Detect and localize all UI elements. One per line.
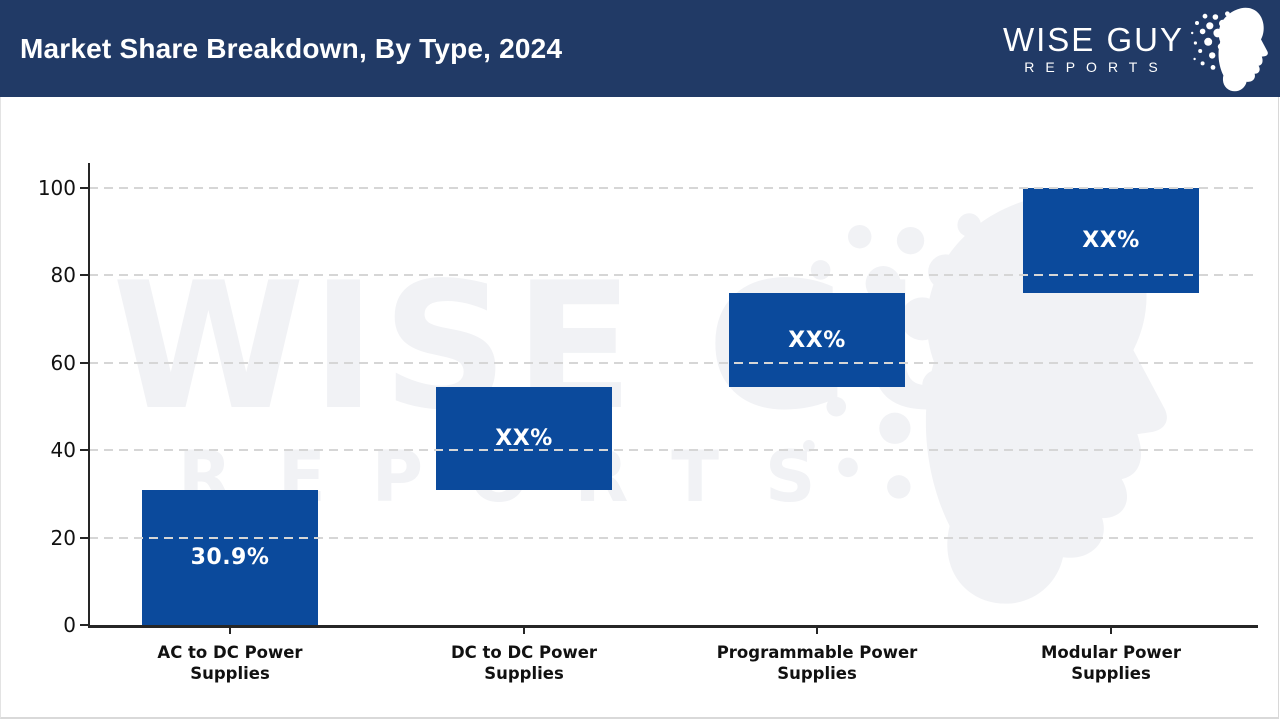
page-title: Market Share Breakdown, By Type, 2024 <box>20 32 563 64</box>
x-tick <box>229 627 231 634</box>
chart-bar: XX% <box>436 387 612 490</box>
y-tick-label: 60 <box>50 350 76 375</box>
chart-bar: XX% <box>1023 187 1199 294</box>
y-tick-label: 80 <box>50 263 76 287</box>
gridline <box>89 186 1254 189</box>
chart-bar: XX% <box>729 293 905 388</box>
gridline <box>89 536 1254 539</box>
logo-wordmark: WISE GUY <box>1002 20 1184 58</box>
logo-face-icon <box>1191 7 1268 91</box>
x-tick <box>523 627 525 634</box>
logo-subtitle: REPORTS <box>1024 58 1169 75</box>
category-label: Modular Power Supplies <box>1041 643 1181 683</box>
y-tick-label: 0 <box>63 613 76 637</box>
x-tick <box>1110 627 1112 634</box>
category-label: DC to DC Power Supplies <box>450 643 598 683</box>
chart-bar: 30.9% <box>142 489 318 625</box>
category-label: AC to DC Power Supplies <box>157 643 303 683</box>
y-tick <box>80 624 88 626</box>
header-bar: Market Share Breakdown, By Type, 2024 WI… <box>0 0 1280 97</box>
y-tick <box>80 361 88 364</box>
bar-value-label: XX% <box>495 426 553 452</box>
y-tick <box>80 186 88 189</box>
category-label: Programmable Power Supplies <box>716 643 918 683</box>
gridline <box>89 449 1254 451</box>
x-tick <box>816 627 818 634</box>
bar-value-label: XX% <box>1082 227 1140 253</box>
y-tick-label: 100 <box>37 175 76 200</box>
y-axis <box>88 163 90 627</box>
wiseguy-logo-text: WISE GUY REPORTS <box>1002 20 1184 75</box>
bar-value-label: XX% <box>788 327 846 353</box>
gridline <box>89 274 1254 276</box>
y-tick-label: 40 <box>50 438 76 462</box>
y-tick <box>80 536 88 539</box>
wiseguy-logo: WISE GUY REPORTS <box>1003 5 1270 93</box>
waterfall-chart: 30.9% AC to DC Power Supplies XX% DC to DC … <box>0 97 1280 720</box>
gridline <box>89 361 1254 364</box>
y-tick <box>80 274 88 276</box>
x-axis <box>88 625 1258 628</box>
y-tick <box>80 449 88 451</box>
y-tick-label: 20 <box>50 525 76 550</box>
bar-value-label: 30.9% <box>190 544 270 570</box>
